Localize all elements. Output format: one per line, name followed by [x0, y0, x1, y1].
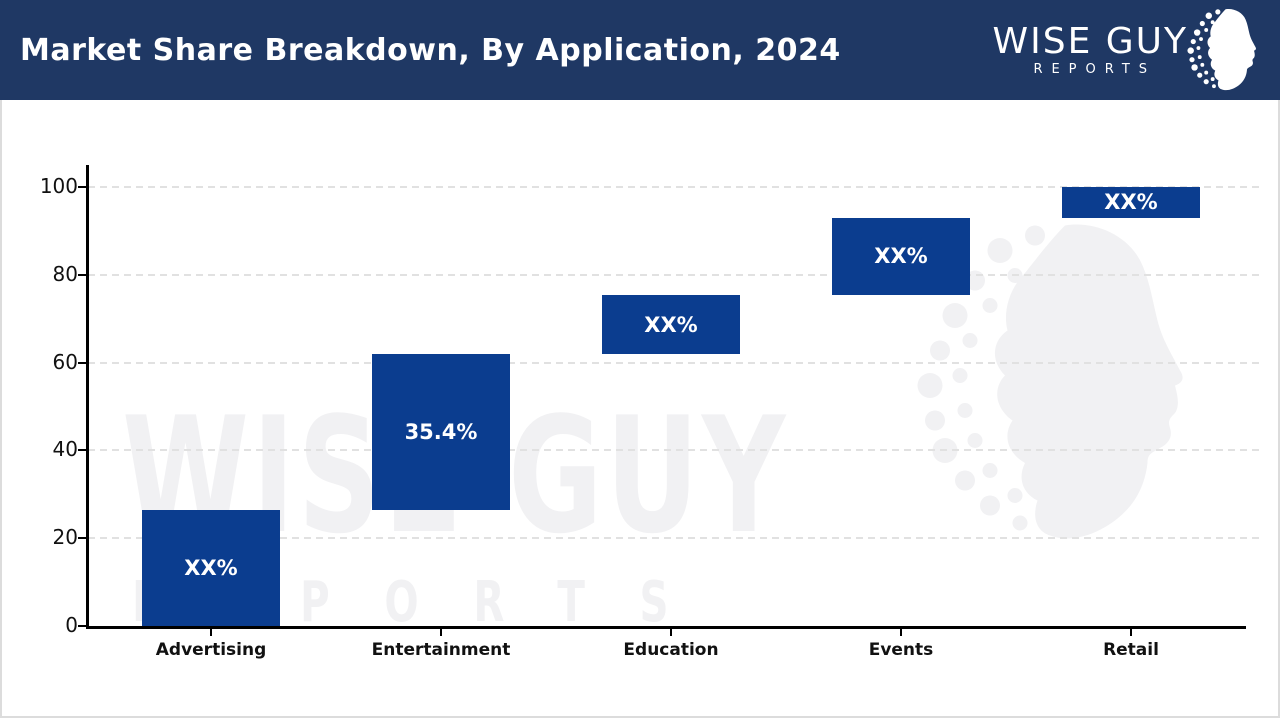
bar-entertainment: 35.4% [372, 354, 510, 510]
bar-advertising: XX% [142, 509, 280, 626]
brand-name: WISE GUY [992, 21, 1188, 63]
y-tick-label-80: 80 [52, 261, 78, 286]
y-tick-20 [78, 537, 86, 540]
y-tick-label-0: 0 [65, 613, 78, 637]
bar-label-advertising: XX% [184, 555, 238, 580]
bar-label-events: XX% [874, 244, 928, 269]
y-tick-label-20: 20 [52, 525, 78, 550]
brand-head-icon [1187, 9, 1256, 91]
brand-logo: WISE GUY REPORTS [993, 8, 1263, 92]
x-tick-0 [210, 629, 212, 636]
header: Market Share Breakdown, By Application, … [0, 0, 1280, 100]
watermark-head-icon [917, 224, 1183, 539]
y-tick-60 [78, 361, 86, 364]
bar-label-entertainment: 35.4% [404, 419, 478, 444]
x-tick-2 [670, 629, 672, 636]
chart-area: WISE GUY REPORTS 0 20 40 60 80 100 Advertising… [0, 100, 1280, 718]
x-axis-spine [86, 626, 1246, 629]
y-tick-40 [78, 449, 86, 452]
gridline-40 [88, 449, 1260, 452]
gridline-100 [88, 186, 1260, 188]
x-category-label-1: Entertainment [371, 640, 511, 660]
y-tick-label-100: 100 [39, 174, 78, 198]
gridline-60 [88, 361, 1260, 364]
x-category-label-0: Advertising [155, 640, 267, 660]
bar-events: XX% [832, 217, 970, 295]
bar-label-retail: XX% [1104, 190, 1158, 215]
y-tick-100 [78, 186, 86, 188]
brand-subtitle: REPORTS [1033, 61, 1157, 77]
y-tick-0 [78, 625, 86, 627]
bar-education: XX% [602, 294, 740, 355]
x-tick-3 [900, 629, 902, 636]
y-axis-spine [86, 165, 89, 629]
brand-logo-text: WISE GUY REPORTS [993, 23, 1189, 77]
x-category-label-2: Education [623, 640, 719, 660]
x-tick-4 [1130, 629, 1132, 636]
page-title: Market Share Breakdown, By Application, … [20, 32, 841, 68]
x-tick-1 [440, 629, 442, 636]
x-category-label-3: Events [868, 640, 934, 660]
y-tick-80 [78, 273, 86, 276]
y-tick-label-60: 60 [52, 349, 78, 374]
x-category-label-4: Retail [1103, 640, 1159, 660]
bar-label-education: XX% [644, 312, 698, 337]
y-tick-label-40: 40 [52, 437, 78, 462]
gridline-80 [88, 273, 1260, 276]
bar-retail: XX% [1062, 187, 1200, 218]
gridline-20 [88, 537, 1260, 540]
